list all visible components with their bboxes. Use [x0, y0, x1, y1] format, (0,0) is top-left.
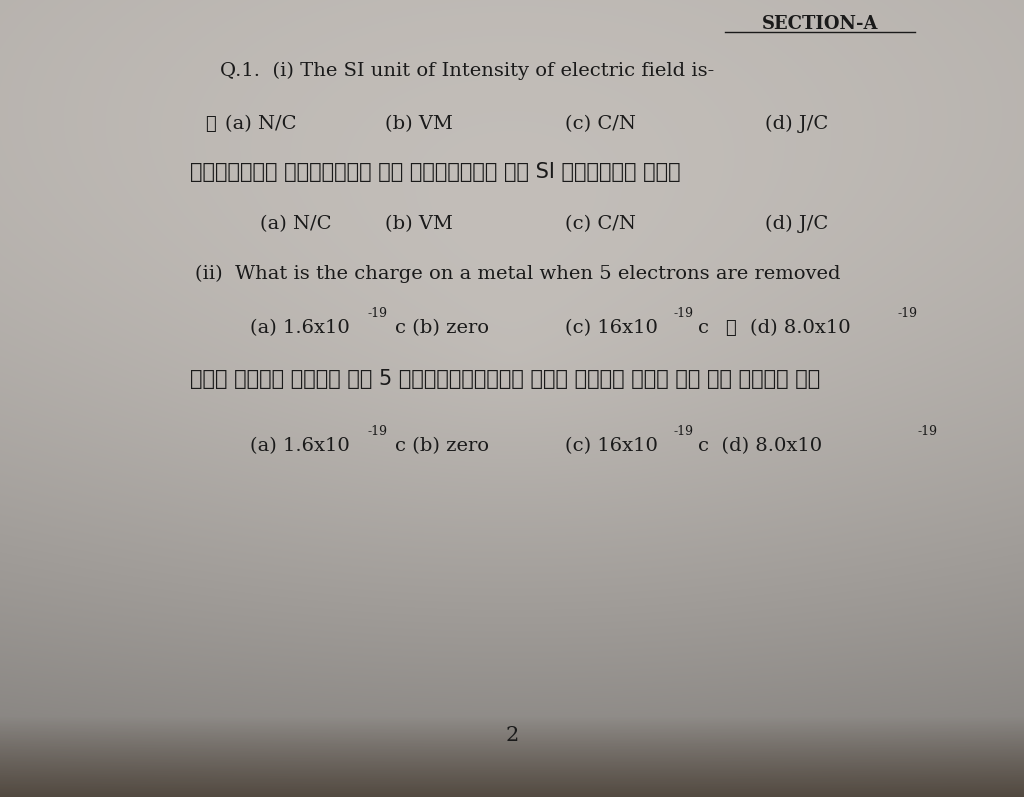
Text: ✔: ✔: [725, 319, 736, 337]
Text: 2: 2: [506, 726, 518, 745]
Text: (a) N/C: (a) N/C: [260, 215, 332, 233]
Text: (d) J/C: (d) J/C: [765, 215, 828, 234]
Text: (a) 1.6x10: (a) 1.6x10: [250, 437, 350, 455]
Text: -19: -19: [673, 307, 693, 320]
Text: (c) 16x10: (c) 16x10: [565, 437, 657, 455]
Text: (b) VM: (b) VM: [385, 115, 453, 133]
Text: (a) N/C: (a) N/C: [225, 115, 297, 133]
Text: (a) 1.6x10: (a) 1.6x10: [250, 319, 350, 337]
Text: विद्युत क्षेत्र की तीव्रता का SI मात्रक है।: विद्युत क्षेत्र की तीव्रता का SI मात्रक …: [190, 162, 681, 182]
Text: -19: -19: [898, 307, 918, 320]
Text: c  (d) 8.0x10: c (d) 8.0x10: [698, 437, 822, 455]
Text: ✓: ✓: [205, 115, 216, 133]
Text: c (b) zero: c (b) zero: [395, 437, 489, 455]
Text: -19: -19: [918, 425, 938, 438]
Text: -19: -19: [368, 307, 388, 320]
Text: SECTION-A: SECTION-A: [762, 15, 879, 33]
Text: Q.1.  (i) The SI unit of Intensity of electric field is-: Q.1. (i) The SI unit of Intensity of ele…: [220, 62, 715, 80]
Text: (ii)  What is the charge on a metal when 5 electrons are removed: (ii) What is the charge on a metal when …: [195, 265, 841, 283]
Text: c (b) zero: c (b) zero: [395, 319, 489, 337]
Text: -19: -19: [368, 425, 388, 438]
Text: (b) VM: (b) VM: [385, 215, 453, 233]
Text: अगर किसी धातु से 5 इलेक्ट्रोन हटा दिया जाए तो उस धातु पर: अगर किसी धातु से 5 इलेक्ट्रोन हटा दिया ज…: [190, 369, 820, 389]
Text: (c) C/N: (c) C/N: [565, 115, 636, 133]
Text: (d) 8.0x10: (d) 8.0x10: [750, 319, 851, 337]
Text: -19: -19: [673, 425, 693, 438]
Text: (c) 16x10: (c) 16x10: [565, 319, 657, 337]
Text: (c) C/N: (c) C/N: [565, 215, 636, 233]
Text: (d) J/C: (d) J/C: [765, 115, 828, 133]
Text: c: c: [698, 319, 709, 337]
